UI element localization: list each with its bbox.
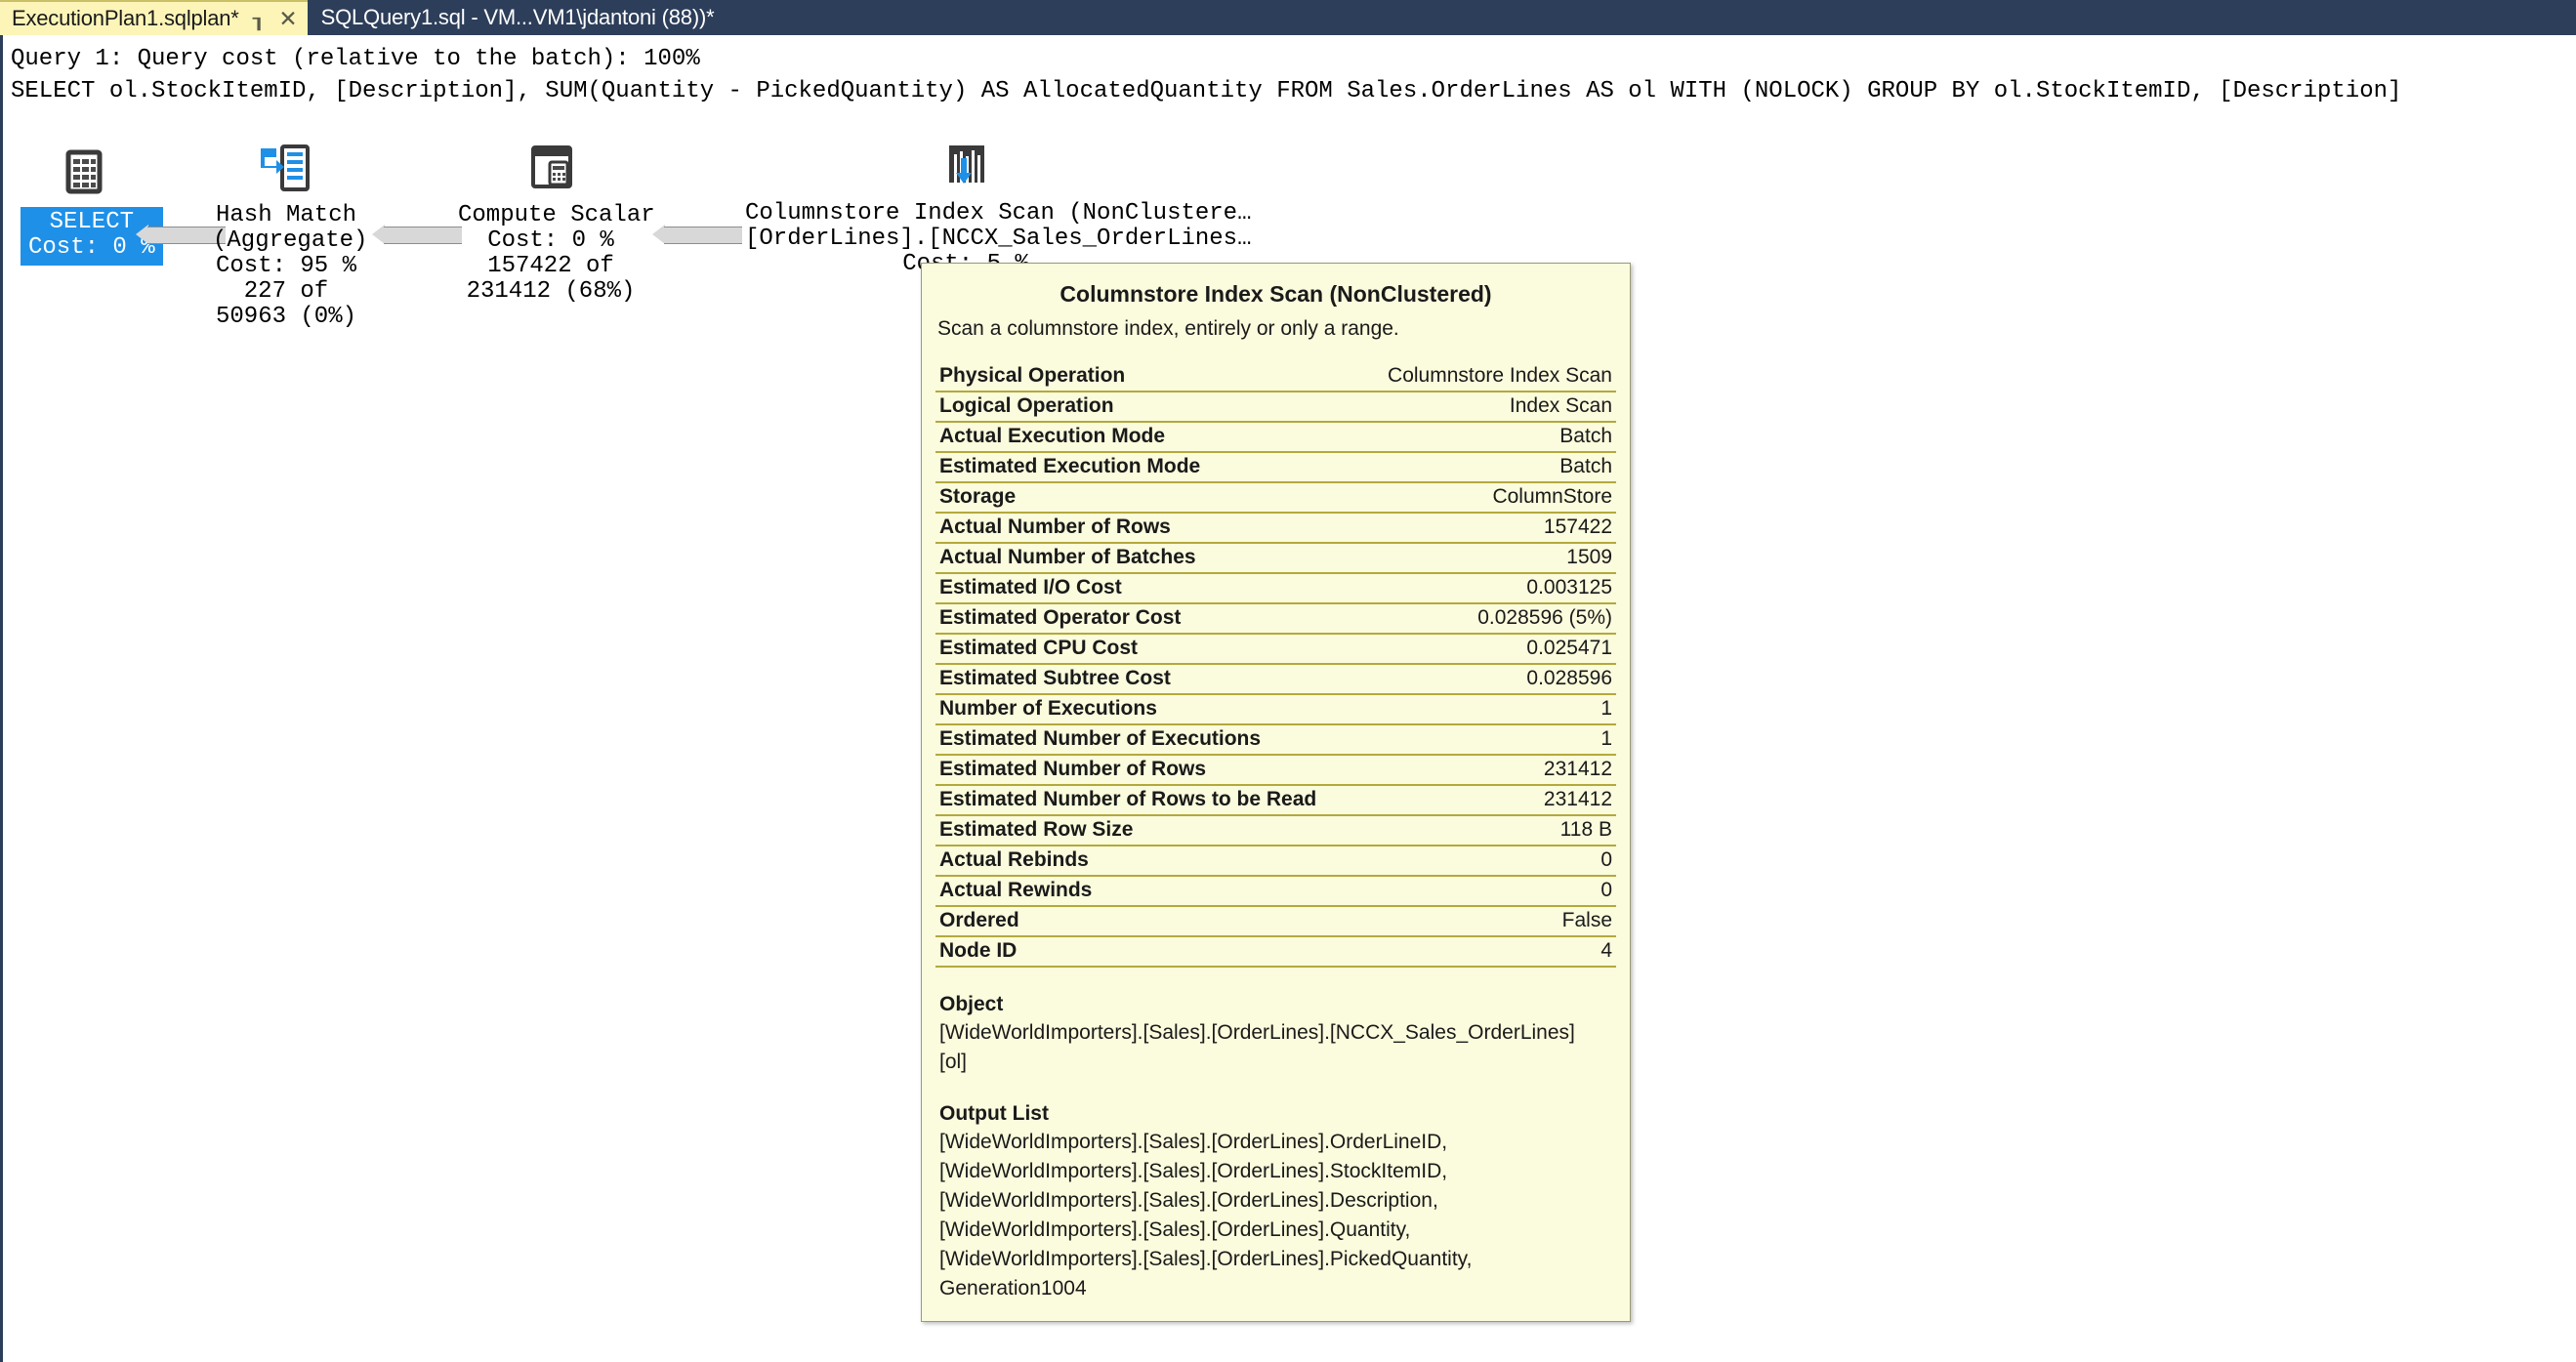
tooltip-property-row: Estimated Subtree Cost 0.028596 xyxy=(935,665,1616,695)
tooltip-property-value: 0.028596 xyxy=(1526,667,1612,689)
tooltip-property-row: Logical Operation Index Scan xyxy=(935,392,1616,423)
tooltip-property-key: Estimated Number of Rows to be Read xyxy=(939,788,1317,810)
tooltip-property-key: Logical Operation xyxy=(939,394,1114,417)
tooltip-property-value: Columnstore Index Scan xyxy=(1388,364,1612,387)
tooltip-property-key: Estimated Operator Cost xyxy=(939,606,1182,629)
query-cost-line: Query 1: Query cost (relative to the bat… xyxy=(11,46,700,72)
tooltip-property-key: Actual Rebinds xyxy=(939,848,1089,871)
tooltip-property-key: Storage xyxy=(939,485,1017,508)
tab-execution-plan-label: ExecutionPlan1.sqlplan* xyxy=(12,6,239,30)
tooltip-property-key: Actual Number of Batches xyxy=(939,546,1196,568)
columnstore-scan-icon xyxy=(935,143,997,197)
connector-hashmatch-to-select xyxy=(136,225,226,244)
tooltip-title: Columnstore Index Scan (NonClustered) xyxy=(1059,281,1492,307)
tooltip-property-key: Actual Execution Mode xyxy=(939,425,1166,447)
tooltip-property-key: Node ID xyxy=(939,939,1018,962)
tooltip-property-value: Batch xyxy=(1559,455,1612,477)
tooltip-property-row: Actual Execution Mode Batch xyxy=(935,423,1616,453)
tab-sqlquery-label: SQLQuery1.sql - VM...VM1\jdantoni (88))* xyxy=(320,5,715,29)
tooltip-property-key: Estimated Number of Rows xyxy=(939,758,1207,780)
tooltip-property-value: ColumnStore xyxy=(1492,485,1612,508)
tooltip-property-key: Actual Rewinds xyxy=(939,879,1093,901)
tooltip-property-row: Estimated Number of Rows 231412 xyxy=(935,756,1616,786)
tooltip-property-key: Estimated I/O Cost xyxy=(939,576,1122,598)
tooltip-property-key: Actual Number of Rows xyxy=(939,516,1171,538)
tooltip-object-lines: [WideWorldImporters].[Sales].[OrderLines… xyxy=(935,1018,1616,1077)
tooltip-property-value: 157422 xyxy=(1543,516,1612,538)
tooltip-output-line: [WideWorldImporters].[Sales].[OrderLines… xyxy=(939,1131,1448,1153)
tooltip-property-value: Index Scan xyxy=(1509,394,1612,417)
tooltip-property-value: 0.003125 xyxy=(1526,576,1612,598)
plan-node-hash-match-label: Hash Match (Aggregate) Cost: 95 % 227 of… xyxy=(213,202,368,330)
connector-scan-to-computescalar xyxy=(652,225,742,244)
tooltip-output-heading: Output List xyxy=(939,1102,1049,1125)
tooltip-output-line: [WideWorldImporters].[Sales].[OrderLines… xyxy=(939,1218,1411,1241)
tooltip-property-row: Actual Number of Rows 157422 xyxy=(935,514,1616,544)
tooltip-property-value: Batch xyxy=(1559,425,1612,447)
tooltip-output-line: [WideWorldImporters].[Sales].[OrderLines… xyxy=(939,1160,1448,1182)
tooltip-property-row: Estimated Row Size 118 B xyxy=(935,816,1616,846)
tooltip-property-row: Ordered False xyxy=(935,907,1616,937)
query-sql-text: SELECT ol.StockItemID, [Description], SU… xyxy=(11,78,2402,104)
execution-plan-canvas: Query 1: Query cost (relative to the bat… xyxy=(0,35,2576,1362)
tooltip-property-row: Estimated Operator Cost 0.028596 (5%) xyxy=(935,604,1616,635)
tooltip-output-line: [WideWorldImporters].[Sales].[OrderLines… xyxy=(939,1248,1473,1270)
tooltip-property-key: Physical Operation xyxy=(939,364,1126,387)
tooltip-property-row: Physical Operation Columnstore Index Scan xyxy=(935,362,1616,392)
tooltip-property-row: Number of Executions 1 xyxy=(935,695,1616,725)
tooltip-property-value: 118 B xyxy=(1559,818,1612,841)
plan-node-hash-match[interactable]: Hash Match (Aggregate) Cost: 95 % 227 of… xyxy=(213,144,367,330)
tab-strip: ExecutionPlan1.sqlplan* ┒ ✕ SQLQuery1.sq… xyxy=(0,0,2576,35)
close-icon[interactable]: ✕ xyxy=(278,5,298,31)
pin-icon[interactable]: ┒ xyxy=(252,7,266,30)
plan-node-compute-scalar-label: Compute Scalar Cost: 0 % 157422 of 23141… xyxy=(458,202,655,305)
connector-computescalar-to-hashmatch xyxy=(372,225,462,244)
select-result-icon xyxy=(53,148,115,203)
tooltip-property-value: 0.025471 xyxy=(1526,637,1612,659)
plan-node-compute-scalar[interactable]: Compute Scalar Cost: 0 % 157422 of 23141… xyxy=(458,144,655,305)
tooltip-property-value: 231412 xyxy=(1543,788,1612,810)
tooltip-property-list: Physical Operation Columnstore Index Scan… xyxy=(935,362,1616,968)
tooltip-property-value: 4 xyxy=(1600,939,1612,962)
tooltip-output-line: Generation1004 xyxy=(939,1277,1087,1300)
tooltip-object-line: [ol] xyxy=(939,1051,968,1073)
tooltip-property-row: Estimated Execution Mode Batch xyxy=(935,453,1616,483)
plan-node-select[interactable]: SELECT Cost: 0 % xyxy=(21,148,163,266)
tooltip-object-line: [WideWorldImporters].[Sales].[OrderLines… xyxy=(939,1021,1575,1044)
operator-tooltip: Columnstore Index Scan (NonClustered) Sc… xyxy=(921,263,1631,1322)
hash-match-icon xyxy=(255,144,317,199)
tooltip-property-key: Estimated Number of Executions xyxy=(939,727,1262,750)
tooltip-property-row: Actual Rebinds 0 xyxy=(935,846,1616,877)
tab-sqlquery[interactable]: SQLQuery1.sql - VM...VM1\jdantoni (88))* xyxy=(309,0,725,35)
tooltip-property-value: 1 xyxy=(1600,727,1612,750)
tooltip-property-row: Estimated Number of Rows to be Read 23141… xyxy=(935,786,1616,816)
tooltip-property-key: Number of Executions xyxy=(939,697,1157,720)
tooltip-property-key: Estimated Row Size xyxy=(939,818,1134,841)
tooltip-property-row: Estimated CPU Cost 0.025471 xyxy=(935,635,1616,665)
tooltip-property-row: Node ID 4 xyxy=(935,937,1616,968)
tooltip-property-value: 0 xyxy=(1600,879,1612,901)
tab-execution-plan[interactable]: ExecutionPlan1.sqlplan* ┒ ✕ xyxy=(0,0,308,35)
compute-scalar-icon xyxy=(519,144,582,199)
tooltip-output-line: [WideWorldImporters].[Sales].[OrderLines… xyxy=(939,1189,1438,1212)
tooltip-property-key: Estimated Subtree Cost xyxy=(939,667,1171,689)
tooltip-property-value: False xyxy=(1561,909,1612,931)
tooltip-property-row: Estimated Number of Executions 1 xyxy=(935,725,1616,756)
tooltip-property-value: 1 xyxy=(1600,697,1612,720)
tooltip-property-value: 0.028596 (5%) xyxy=(1477,606,1612,629)
tooltip-property-value: 0 xyxy=(1600,848,1612,871)
tooltip-description: Scan a columnstore index, entirely or on… xyxy=(937,317,1399,340)
tooltip-property-value: 1509 xyxy=(1566,546,1612,568)
tooltip-property-key: Ordered xyxy=(939,909,1019,931)
tooltip-property-key: Estimated CPU Cost xyxy=(939,637,1139,659)
tooltip-property-row: Actual Rewinds 0 xyxy=(935,877,1616,907)
tooltip-property-value: 231412 xyxy=(1543,758,1612,780)
tooltip-object-heading: Object xyxy=(939,993,1004,1015)
tooltip-property-key: Estimated Execution Mode xyxy=(939,455,1201,477)
tooltip-property-row: Actual Number of Batches 1509 xyxy=(935,544,1616,574)
tooltip-property-row: Estimated I/O Cost 0.003125 xyxy=(935,574,1616,604)
tooltip-output-lines: [WideWorldImporters].[Sales].[OrderLines… xyxy=(935,1128,1616,1303)
tooltip-property-row: Storage ColumnStore xyxy=(935,483,1616,514)
